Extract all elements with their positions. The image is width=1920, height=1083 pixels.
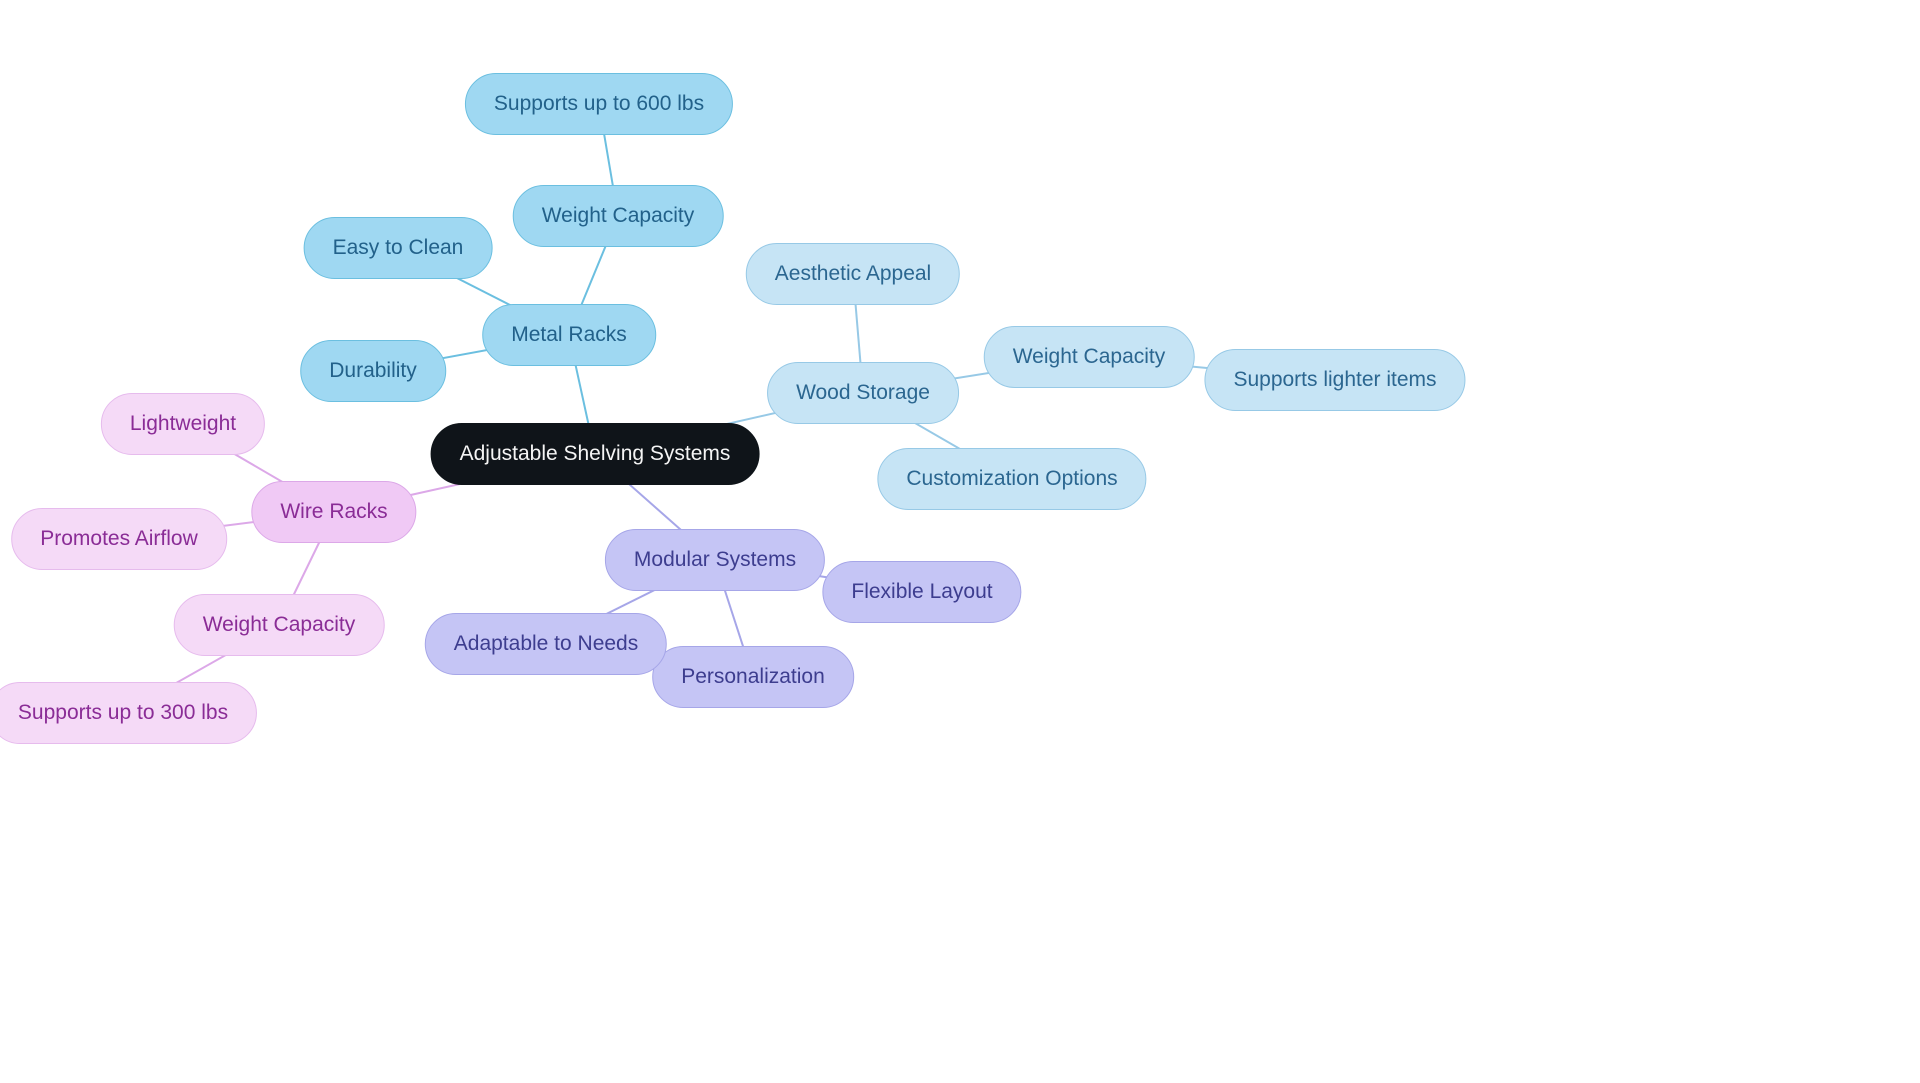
node-wire_light[interactable]: Lightweight (101, 393, 265, 455)
node-metal_wc_v[interactable]: Supports up to 600 lbs (465, 73, 733, 135)
node-mod_pers[interactable]: Personalization (652, 646, 854, 708)
node-wood_wc_v[interactable]: Supports lighter items (1204, 349, 1465, 411)
node-wood_aes[interactable]: Aesthetic Appeal (746, 243, 960, 305)
node-metal_clean[interactable]: Easy to Clean (304, 217, 493, 279)
node-wire_air[interactable]: Promotes Airflow (11, 508, 227, 570)
node-wire_wc_v[interactable]: Supports up to 300 lbs (0, 682, 257, 744)
node-metal[interactable]: Metal Racks (482, 304, 656, 366)
node-wood_wc[interactable]: Weight Capacity (984, 326, 1195, 388)
node-wire_wc[interactable]: Weight Capacity (174, 594, 385, 656)
node-wood_cust[interactable]: Customization Options (877, 448, 1146, 510)
node-wire[interactable]: Wire Racks (251, 481, 416, 543)
node-root[interactable]: Adjustable Shelving Systems (431, 423, 760, 485)
node-metal_dur[interactable]: Durability (300, 340, 446, 402)
mindmap-canvas: Adjustable Shelving Systems Metal Racks We… (0, 0, 1920, 1083)
node-mod[interactable]: Modular Systems (605, 529, 825, 591)
node-wood[interactable]: Wood Storage (767, 362, 959, 424)
node-metal_wc[interactable]: Weight Capacity (513, 185, 724, 247)
node-mod_adapt[interactable]: Adaptable to Needs (425, 613, 667, 675)
node-mod_flex[interactable]: Flexible Layout (822, 561, 1021, 623)
